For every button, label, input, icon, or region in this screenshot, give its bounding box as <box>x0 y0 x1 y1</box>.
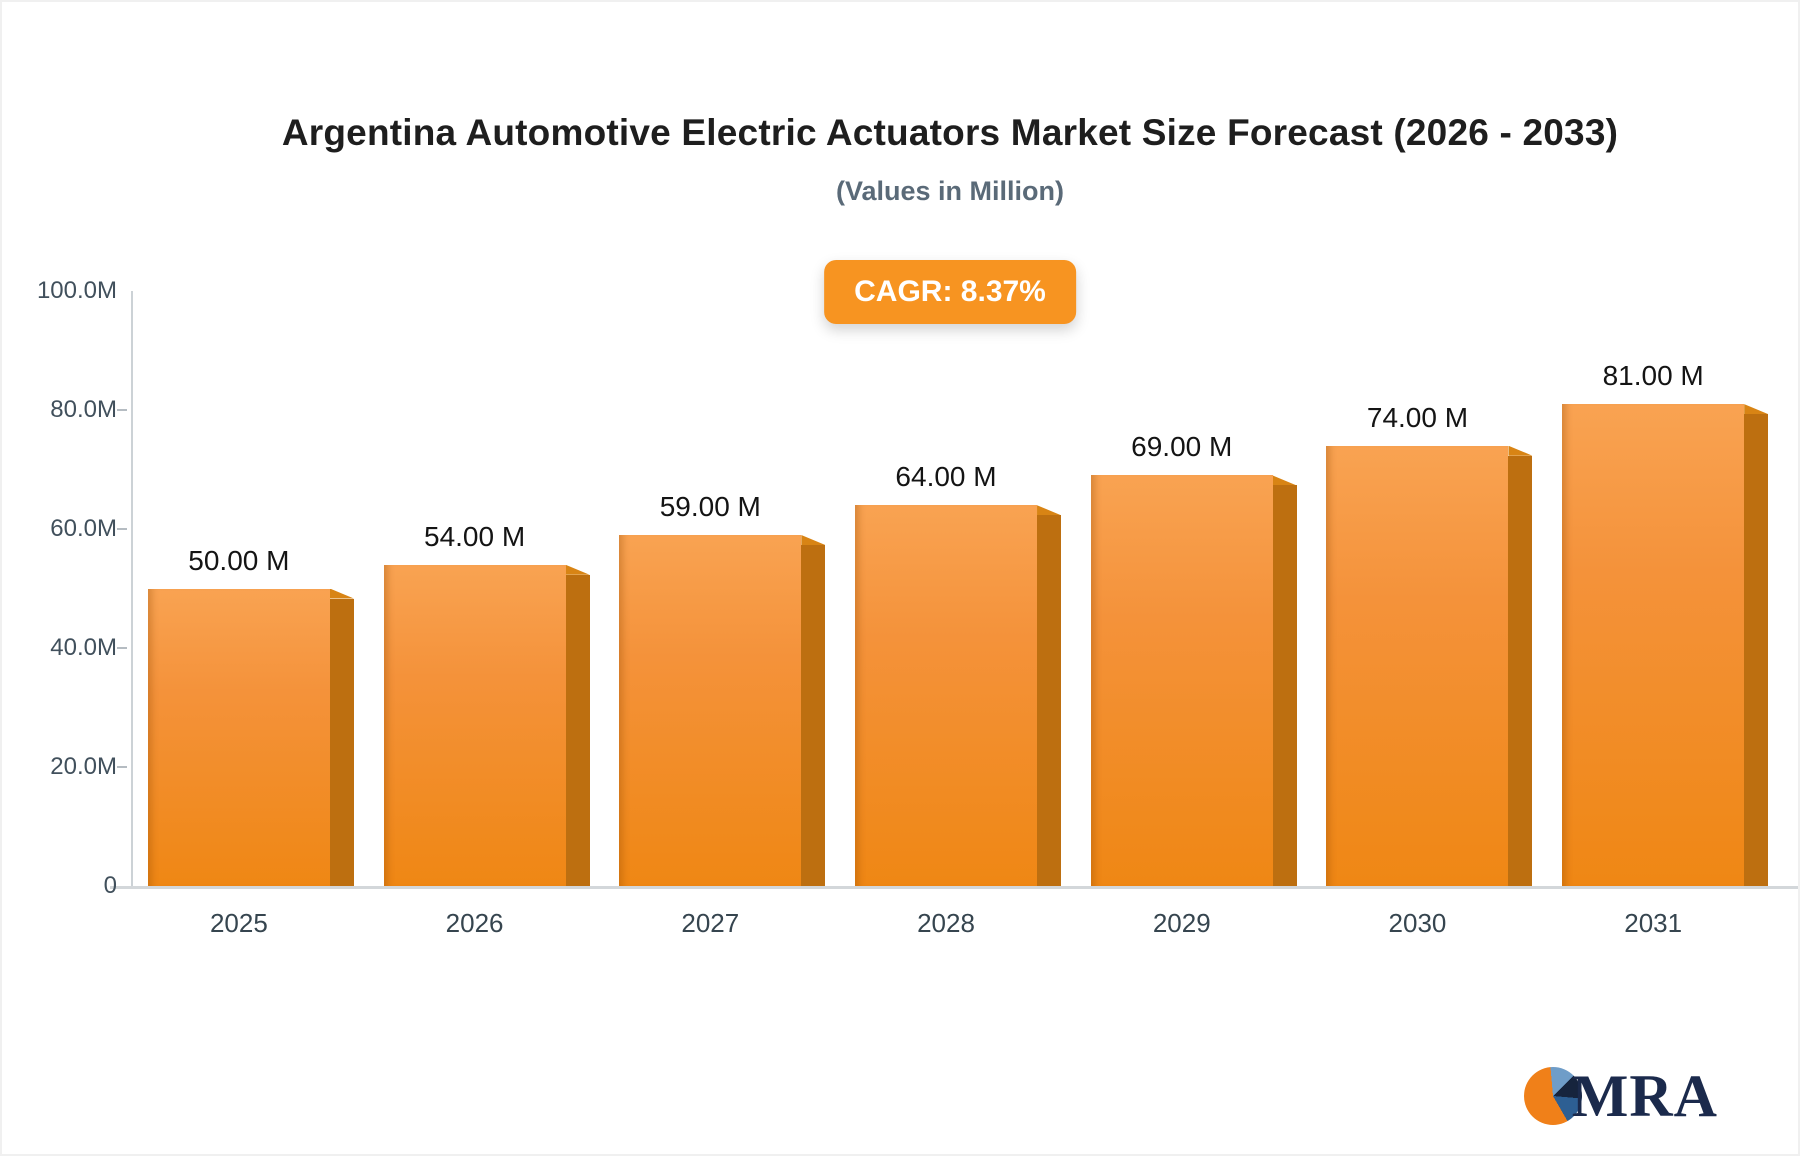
bar-top-face <box>1272 475 1297 486</box>
bar <box>147 588 354 886</box>
bar-value-label: 50.00 M <box>188 544 290 576</box>
bar <box>619 534 826 886</box>
bar-slot: 54.00 M 2026 <box>369 291 605 938</box>
bar-front-face <box>619 534 802 886</box>
bar-top-face <box>1037 505 1062 516</box>
bar-top-face <box>565 564 590 575</box>
bar-value-label: 64.00 M <box>895 461 997 493</box>
bar-value-label: 81.00 M <box>1602 360 1704 392</box>
bar-slot: 74.00 M 2030 <box>1312 291 1548 938</box>
bar-slot: 81.00 M 2031 <box>1547 291 1783 938</box>
bar <box>1090 475 1297 886</box>
y-axis-tick-label: 80.0M <box>50 396 117 423</box>
bar-front-face <box>1090 475 1273 886</box>
x-axis-label: 2028 <box>917 908 975 938</box>
y-axis-tick-mark <box>117 647 127 649</box>
cagr-badge: CAGR: 8.37% <box>824 260 1076 324</box>
x-axis-label: 2025 <box>209 908 268 938</box>
x-axis-label: 2030 <box>1388 908 1447 938</box>
bar-front-face <box>1562 404 1745 886</box>
x-axis-label: 2031 <box>1624 908 1683 938</box>
bar-top-face <box>329 588 354 599</box>
bar-side-face <box>1508 455 1533 886</box>
bar-value-label: 69.00 M <box>1131 431 1233 463</box>
bar-front-face <box>147 588 330 886</box>
bar-slot: 69.00 M 2029 <box>1076 291 1312 938</box>
bar-side-face <box>801 544 826 886</box>
y-axis-tick-mark <box>117 528 127 530</box>
bar-top-face <box>1744 404 1769 415</box>
bar-slot: 50.00 M 2025 <box>133 291 369 938</box>
plot-area: 50.00 M 2025 54.00 M 2026 59.00 M 2027 64.00 M… <box>131 291 1783 938</box>
bar-slot: 64.00 M 2028 <box>840 291 1076 938</box>
bar-side-face <box>1272 485 1297 886</box>
y-axis-tick-mark <box>117 766 127 768</box>
y-axis-tick-label: 60.0M <box>50 515 117 542</box>
bar-front-face <box>1326 445 1509 886</box>
bar-value-label: 59.00 M <box>659 490 761 522</box>
bars: 50.00 M 2025 54.00 M 2026 59.00 M 2027 64.00 M… <box>133 291 1783 938</box>
bar-front-face <box>383 564 566 886</box>
y-axis-tick-label: 0 <box>103 872 117 899</box>
chart-title: Argentina Automotive Electric Actuators … <box>281 112 1619 153</box>
chart-subtitle: (Values in Million) <box>835 176 1065 206</box>
brand-logo: MRA <box>1523 1063 1718 1129</box>
bar-side-face <box>1744 414 1769 886</box>
x-axis-label: 2027 <box>681 908 740 938</box>
pie-logo-icon <box>1523 1067 1582 1125</box>
bar <box>1326 445 1533 886</box>
y-axis-tick-label: 100.0M <box>36 277 117 304</box>
y-axis-tick-mark <box>117 409 127 411</box>
y-axis-tick-label: 20.0M <box>50 753 117 780</box>
bar-side-face <box>565 574 590 886</box>
bar-front-face <box>855 505 1038 886</box>
x-axis-label: 2029 <box>1152 908 1211 938</box>
bar-top-face <box>801 534 826 545</box>
x-axis-label: 2026 <box>445 908 504 938</box>
bar-slot: 59.00 M 2027 <box>604 291 840 938</box>
bar <box>383 564 590 886</box>
x-axis-line <box>110 886 1798 889</box>
brand-logo-text: MRA <box>1571 1063 1718 1129</box>
bar-value-label: 54.00 M <box>423 520 526 552</box>
y-axis-tick-label: 40.0M <box>50 634 117 661</box>
bar-top-face <box>1508 445 1533 456</box>
bar-side-face <box>329 598 354 886</box>
bar-side-face <box>1037 515 1062 886</box>
bar <box>855 505 1062 886</box>
bar <box>1562 404 1769 886</box>
bar-value-label: 74.00 M <box>1366 401 1469 433</box>
